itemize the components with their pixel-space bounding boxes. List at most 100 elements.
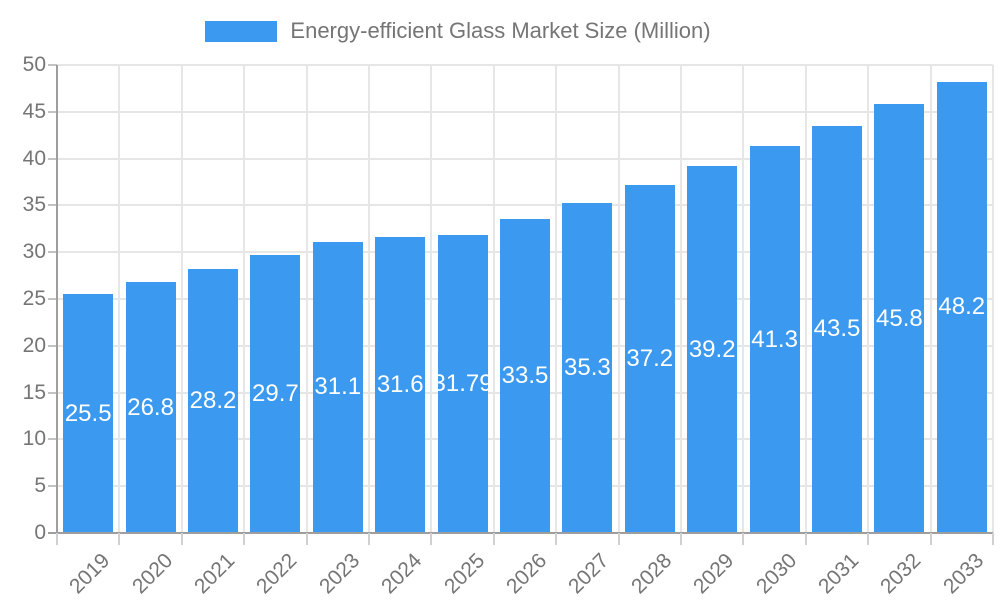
gridline-vertical xyxy=(243,65,246,533)
y-axis-tick xyxy=(48,344,57,347)
gridline-vertical xyxy=(555,65,558,533)
bar[interactable] xyxy=(812,125,862,533)
bar-value-label: 45.8 xyxy=(876,304,923,332)
bar[interactable] xyxy=(312,241,363,533)
gridline-vertical xyxy=(929,65,932,533)
gridline-vertical xyxy=(992,65,994,533)
y-axis-line xyxy=(56,65,58,545)
x-axis-tick xyxy=(867,533,870,545)
bar-value-label: 48.2 xyxy=(938,293,986,321)
x-axis-tick-label: 2028 xyxy=(626,549,677,599)
bar[interactable] xyxy=(188,269,238,533)
y-axis-tick xyxy=(48,391,57,394)
x-axis-tick-label: 2030 xyxy=(751,549,801,599)
gridline-vertical xyxy=(617,65,620,533)
x-axis-tick-label: 2033 xyxy=(938,549,989,599)
y-axis-tick xyxy=(48,438,57,441)
x-axis-tick-label: 2024 xyxy=(377,549,427,599)
x-axis-tick xyxy=(680,533,682,545)
bar-value-label: 29.7 xyxy=(252,380,299,408)
gridline-horizontal xyxy=(57,64,993,66)
y-axis-tick-label: 45 xyxy=(22,99,46,123)
bar-value-label: 31.1 xyxy=(314,373,362,401)
gridline-vertical xyxy=(742,65,745,533)
bar-value-label: 28.2 xyxy=(189,387,237,415)
legend-swatch[interactable] xyxy=(205,20,278,42)
x-axis-tick xyxy=(305,533,308,545)
x-axis-tick xyxy=(243,533,246,545)
bar[interactable] xyxy=(500,219,550,533)
bar-value-label: 31.79 xyxy=(432,370,493,398)
gridline-vertical xyxy=(305,65,308,533)
gridline-horizontal xyxy=(57,110,993,113)
bar[interactable] xyxy=(63,294,114,533)
bar-value-label: 39.2 xyxy=(688,335,736,363)
bar-value-label: 43.5 xyxy=(813,315,861,343)
gridline-vertical xyxy=(867,65,870,533)
x-axis-tick xyxy=(992,533,994,545)
bar[interactable] xyxy=(250,255,301,533)
x-axis-tick-label: 2021 xyxy=(189,549,240,599)
bar[interactable] xyxy=(125,282,176,533)
x-axis-tick-label: 2023 xyxy=(314,549,365,599)
y-axis-tick-label: 50 xyxy=(22,53,46,76)
bar[interactable] xyxy=(375,237,426,533)
x-axis-tick-label: 2027 xyxy=(564,549,614,599)
bar[interactable] xyxy=(562,202,613,533)
y-axis-tick-label: 35 xyxy=(22,193,46,217)
bar-value-label: 41.3 xyxy=(751,325,798,353)
y-axis-tick-label: 30 xyxy=(22,240,46,264)
y-axis-tick-label: 15 xyxy=(22,380,46,404)
y-axis-tick-label: 40 xyxy=(22,146,46,170)
x-axis-tick xyxy=(929,533,932,545)
x-axis-tick-label: 2031 xyxy=(813,549,864,599)
x-axis-tick-label: 2029 xyxy=(689,549,739,599)
x-axis-tick-label: 2026 xyxy=(501,549,552,599)
bar-value-label: 25.5 xyxy=(64,399,112,427)
bar-value-label: 31.6 xyxy=(376,371,424,399)
y-axis-tick xyxy=(48,251,57,254)
x-axis-line xyxy=(48,532,993,534)
gridline-vertical xyxy=(804,65,807,533)
y-axis-tick-label: 0 xyxy=(34,521,46,544)
gridline-vertical xyxy=(680,65,682,533)
bar[interactable] xyxy=(624,184,675,533)
y-axis-tick xyxy=(48,64,57,66)
x-axis-tick xyxy=(617,533,620,545)
bar[interactable] xyxy=(874,104,925,533)
x-axis-tick-label: 2022 xyxy=(252,549,302,599)
x-axis-tick xyxy=(118,533,121,545)
x-axis-tick-label: 2019 xyxy=(65,549,115,599)
y-axis-tick xyxy=(48,157,57,160)
bar[interactable] xyxy=(437,235,488,533)
x-axis-tick-label: 2025 xyxy=(439,549,489,599)
y-axis-tick-label: 25 xyxy=(22,287,46,310)
y-axis-tick-label: 20 xyxy=(22,333,46,357)
bar-value-label: 26.8 xyxy=(127,393,174,421)
gridline-vertical xyxy=(492,65,495,533)
gridline-horizontal xyxy=(57,204,993,207)
legend: Energy-efficient Glass Market Size (Mill… xyxy=(0,16,958,46)
x-axis-tick xyxy=(180,533,183,545)
bar[interactable] xyxy=(936,81,987,533)
x-axis-tick xyxy=(555,533,558,545)
bar[interactable] xyxy=(687,166,738,533)
bar-value-label: 33.5 xyxy=(501,362,549,390)
bar[interactable] xyxy=(749,146,800,533)
y-axis-tick-label: 5 xyxy=(34,474,46,498)
x-axis-tick xyxy=(492,533,495,545)
x-axis-tick-label: 2020 xyxy=(127,549,177,599)
y-axis-tick xyxy=(48,204,57,207)
x-axis-tick-label: 2032 xyxy=(876,549,926,599)
x-axis-tick xyxy=(368,533,370,545)
gridline-vertical xyxy=(118,65,121,533)
gridline-vertical xyxy=(180,65,183,533)
gridline-horizontal xyxy=(57,157,993,160)
x-axis-tick xyxy=(804,533,807,545)
x-axis-tick xyxy=(56,533,58,545)
plot-area: 25.5 26.8 28.2 29.7 31.1 31.6 31.79 33.5 35.3 37.… xyxy=(57,64,994,533)
legend-label[interactable]: Energy-efficient Glass Market Size (Mill… xyxy=(290,18,711,43)
y-axis-tick xyxy=(48,298,57,300)
bar-value-label: 37.2 xyxy=(626,344,674,372)
